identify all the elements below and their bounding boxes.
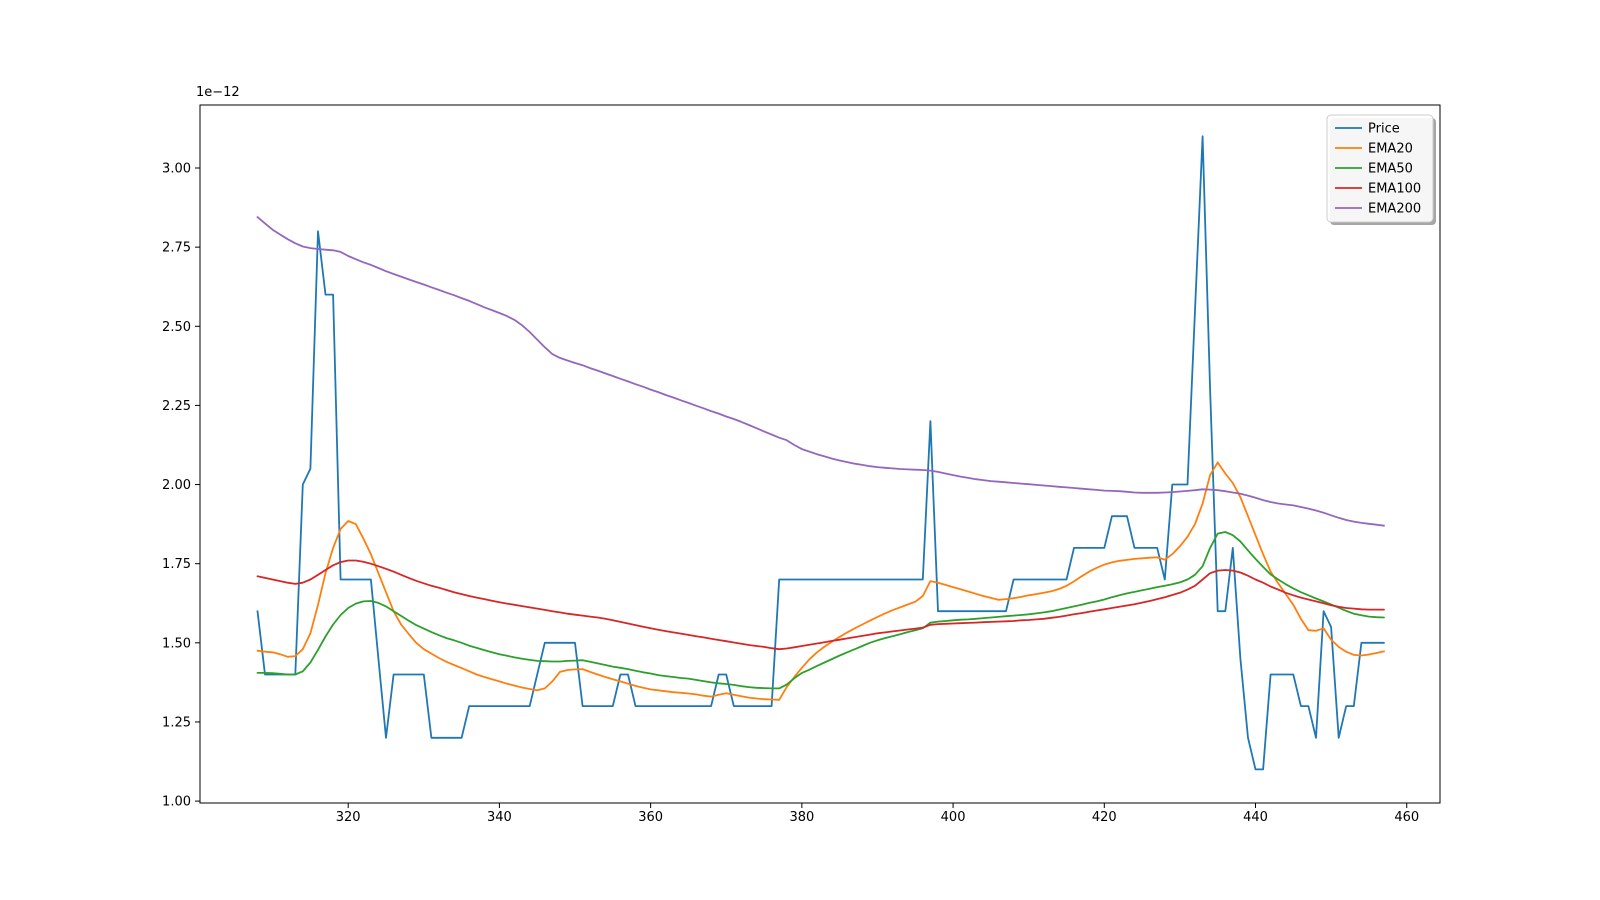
y-tick-label: 2.50: [162, 320, 191, 335]
ema50-line: [256, 531, 1385, 690]
y-axis-offset-label: 1e−12: [196, 85, 240, 100]
ema200-line: [256, 216, 1385, 527]
x-tick-label: 420: [1092, 810, 1117, 825]
x-tick-label: 360: [638, 810, 663, 825]
y-tick-label: 2.00: [162, 478, 191, 493]
y-tick-label: 1.75: [162, 557, 191, 572]
x-tick-label: 340: [487, 810, 512, 825]
legend-item-ema50[interactable]: EMA50: [1335, 162, 1413, 177]
x-tick-label: 400: [941, 810, 966, 825]
legend-label: EMA100: [1368, 182, 1421, 197]
x-tick-label: 320: [336, 810, 361, 825]
legend-box: [1326, 114, 1434, 223]
y-tick-label: 2.25: [162, 399, 191, 414]
x-tick-label: 460: [1394, 810, 1419, 825]
legend-item-ema20[interactable]: EMA20: [1335, 142, 1413, 157]
x-tick-label: 380: [789, 810, 814, 825]
legend-item-ema100[interactable]: EMA100: [1335, 182, 1421, 197]
legend-item-ema200[interactable]: EMA200: [1335, 202, 1421, 217]
ema20-line: [256, 461, 1385, 701]
x-axis: 320 340 360 380 400 420 440 460: [336, 803, 1419, 825]
legend[interactable]: Price EMA20 EMA50 EMA100 EMA200: [1326, 114, 1436, 225]
y-tick-label: 1.50: [162, 636, 191, 651]
legend-label: Price: [1368, 122, 1400, 137]
ema100-line: [256, 559, 1385, 651]
axes-frame: [199, 104, 1441, 804]
y-tick-label: 1.25: [162, 715, 191, 730]
legend-label: EMA20: [1368, 142, 1413, 157]
x-tick-label: 440: [1243, 810, 1268, 825]
y-tick-label: 2.75: [162, 241, 191, 256]
legend-label: EMA200: [1368, 202, 1421, 217]
price-line: [256, 135, 1385, 771]
legend-label: EMA50: [1368, 162, 1413, 177]
y-tick-label: 3.00: [162, 161, 191, 176]
y-axis: 1.00 1.25 1.50 1.75 2.00 2.25 2.50 2.75 3.00: [162, 161, 200, 810]
y-tick-label: 1.00: [162, 795, 191, 810]
legend-item-price[interactable]: Price: [1335, 122, 1400, 137]
